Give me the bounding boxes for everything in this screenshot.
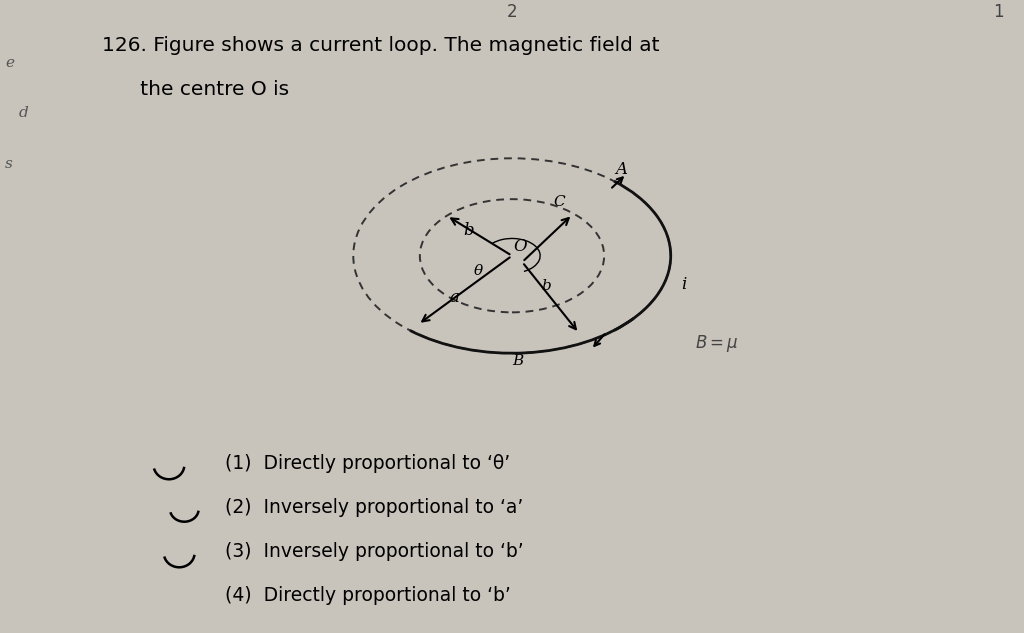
Text: e: e [5,56,14,70]
Text: 1: 1 [993,3,1004,21]
Text: b: b [463,222,474,239]
Text: $B = \mu$: $B = \mu$ [695,334,738,354]
Text: O: O [513,239,527,256]
Text: 126. Figure shows a current loop. The magnetic field at: 126. Figure shows a current loop. The ma… [102,35,659,54]
Text: i: i [681,275,686,292]
Text: (4)  Directly proportional to ‘b’: (4) Directly proportional to ‘b’ [225,586,511,605]
Text: B: B [512,354,523,368]
Text: (1)  Directly proportional to ‘θ’: (1) Directly proportional to ‘θ’ [225,454,510,473]
Text: b: b [542,279,551,293]
Text: 2: 2 [507,3,517,21]
Text: θ: θ [474,264,483,278]
Text: C: C [553,195,564,209]
Text: the centre O is: the centre O is [102,80,290,99]
Text: d: d [18,106,29,120]
Text: s: s [5,157,13,171]
Text: a: a [450,289,460,306]
Text: (2)  Inversely proportional to ‘a’: (2) Inversely proportional to ‘a’ [225,498,523,517]
Text: (3)  Inversely proportional to ‘b’: (3) Inversely proportional to ‘b’ [225,542,524,561]
Text: A: A [615,161,628,179]
